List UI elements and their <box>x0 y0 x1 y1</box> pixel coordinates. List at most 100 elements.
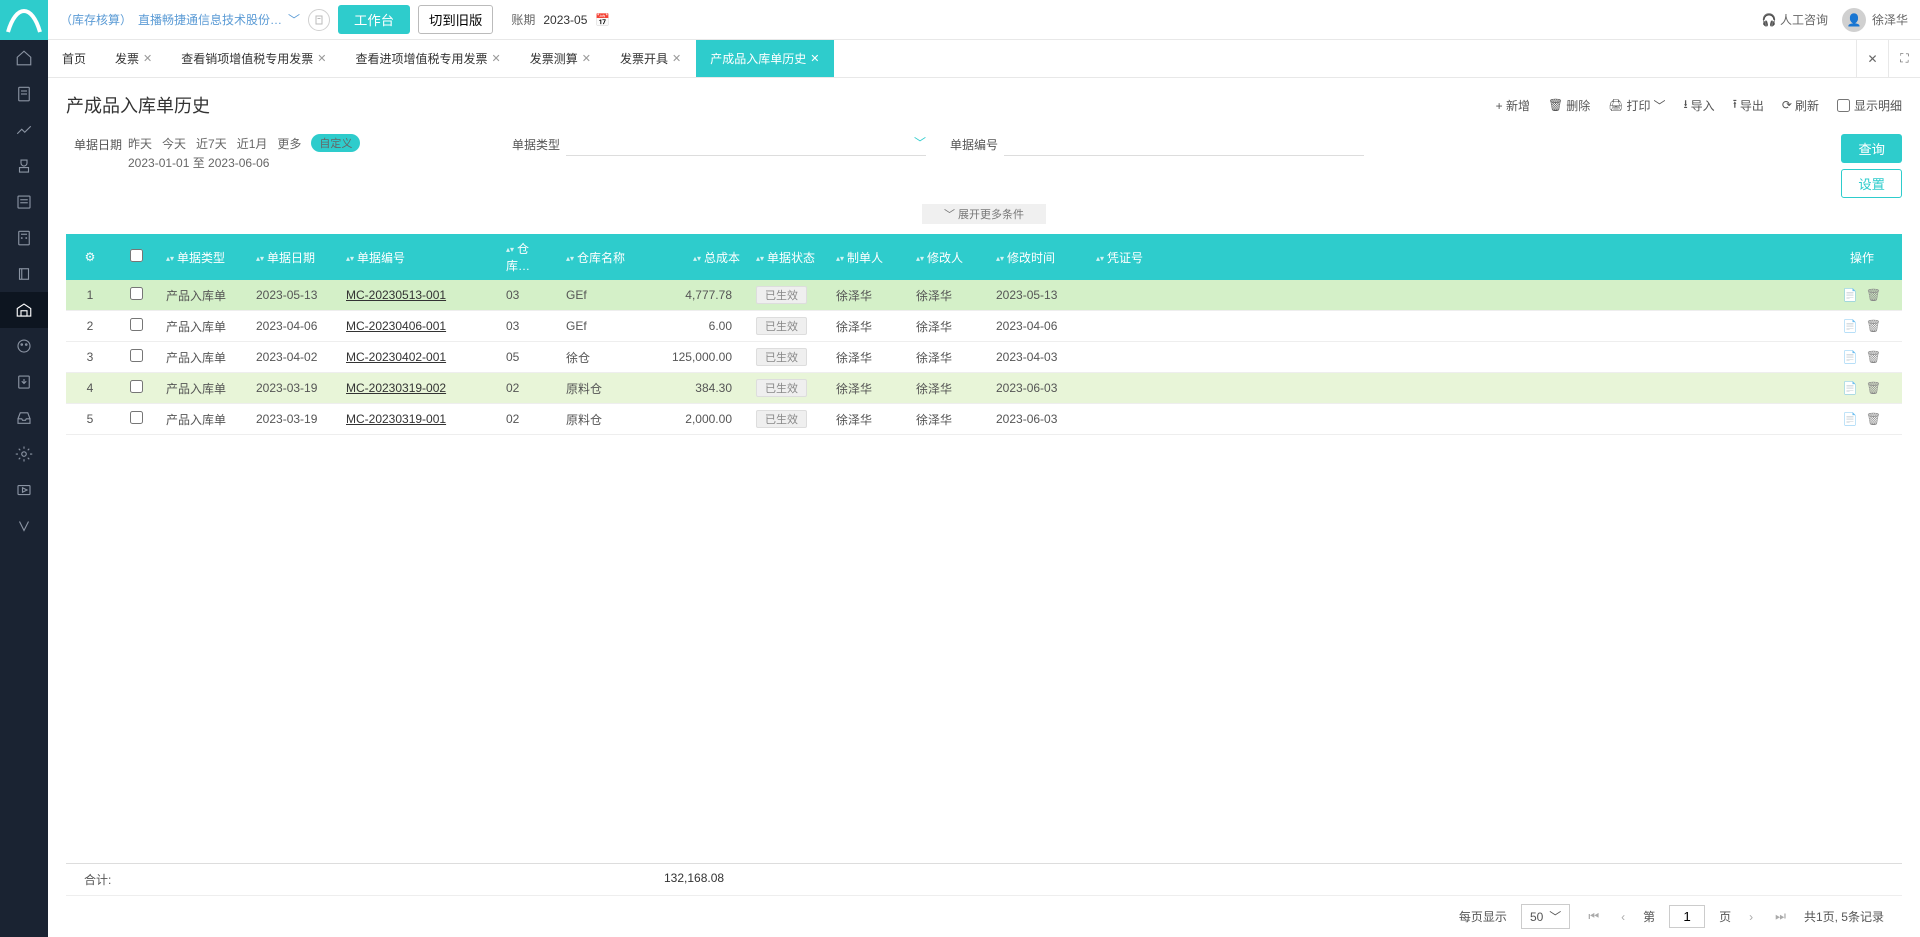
table-row[interactable]: 5产品入库单2023-03-19MC-20230319-00102原料仓2,00… <box>66 404 1902 435</box>
calendar-icon[interactable]: 📅 <box>595 13 610 27</box>
query-button[interactable]: 查询 <box>1841 134 1902 163</box>
last-page-button[interactable]: ⏭ <box>1771 909 1790 924</box>
cell-no[interactable]: MC-20230319-002 <box>338 373 498 404</box>
col-cost[interactable]: ▴▾总成本 <box>658 234 748 280</box>
fullscreen-button[interactable]: ⛶ <box>1888 40 1920 78</box>
nav-inbox-icon[interactable] <box>0 400 48 436</box>
view-icon[interactable]: 📄 <box>1843 412 1858 426</box>
row-checkbox[interactable] <box>114 311 158 342</box>
export-button[interactable]: ⭱ 导出 <box>1733 95 1764 116</box>
col-wh[interactable]: ▴▾仓库… <box>498 234 558 280</box>
org-selector[interactable]: （库存核算） 直播畅捷通信息技术股份… ﹀ <box>60 11 300 28</box>
tab[interactable]: 发票✕ <box>101 40 167 77</box>
delete-icon[interactable]: 🗑 <box>1866 350 1881 364</box>
col-status[interactable]: ▴▾单据状态 <box>748 234 828 280</box>
tab[interactable]: 产成品入库单历史✕ <box>696 40 834 77</box>
delete-icon[interactable]: 🗑 <box>1866 381 1881 395</box>
view-icon[interactable]: 📄 <box>1843 381 1858 395</box>
cell-no[interactable]: MC-20230402-001 <box>338 342 498 373</box>
delete-icon[interactable]: 🗑 <box>1866 288 1881 302</box>
shortcut-more[interactable]: 更多 <box>277 135 301 152</box>
view-icon[interactable]: 📄 <box>1843 350 1858 364</box>
settings-button[interactable]: 设置 <box>1841 169 1902 198</box>
show-detail-checkbox[interactable]: 显示明细 <box>1837 97 1902 114</box>
no-input[interactable] <box>1004 134 1364 156</box>
tab[interactable]: 查看进项增值税专用发票✕ <box>341 40 515 77</box>
col-modifier[interactable]: ▴▾修改人 <box>908 234 988 280</box>
nav-v-icon[interactable] <box>0 508 48 544</box>
col-whn[interactable]: ▴▾仓库名称 <box>558 234 658 280</box>
row-checkbox[interactable] <box>114 373 158 404</box>
refresh-button[interactable]: ⟳ 刷新 <box>1782 97 1819 114</box>
logo[interactable] <box>0 0 48 40</box>
shortcut-today[interactable]: 今天 <box>162 135 186 152</box>
tab[interactable]: 首页 <box>48 40 101 77</box>
cell-no[interactable]: MC-20230513-001 <box>338 280 498 311</box>
cell-mtime: 2023-06-03 <box>988 373 1088 404</box>
page-size-select[interactable]: 50﹀ <box>1521 904 1570 929</box>
nav-warehouse-icon[interactable] <box>0 292 48 328</box>
nav-doc-icon[interactable] <box>0 76 48 112</box>
col-check-all[interactable] <box>114 234 158 280</box>
tab[interactable]: 发票开具✕ <box>606 40 696 77</box>
col-date[interactable]: ▴▾单据日期 <box>248 234 338 280</box>
nav-video-icon[interactable] <box>0 472 48 508</box>
nav-settings-icon[interactable] <box>0 436 48 472</box>
close-icon[interactable]: ✕ <box>317 52 326 65</box>
shortcut-1m[interactable]: 近1月 <box>237 135 268 152</box>
view-icon[interactable]: 📄 <box>1843 319 1858 333</box>
row-checkbox[interactable] <box>114 404 158 435</box>
delete-icon[interactable]: 🗑 <box>1866 412 1881 426</box>
tab-close-all[interactable]: ✕ <box>1856 40 1888 78</box>
workbench-button[interactable]: 工作台 <box>338 5 410 34</box>
note-icon[interactable] <box>308 9 330 31</box>
avatar-icon[interactable]: 👤 <box>1842 8 1866 32</box>
first-page-button[interactable]: ⏮ <box>1584 909 1603 924</box>
cell-no[interactable]: MC-20230319-001 <box>338 404 498 435</box>
shortcut-yesterday[interactable]: 昨天 <box>128 135 152 152</box>
table-row[interactable]: 4产品入库单2023-03-19MC-20230319-00202原料仓384.… <box>66 373 1902 404</box>
table-row[interactable]: 1产品入库单2023-05-13MC-20230513-00103GEf4,77… <box>66 280 1902 311</box>
cell-no[interactable]: MC-20230406-001 <box>338 311 498 342</box>
nav-palette-icon[interactable] <box>0 328 48 364</box>
add-button[interactable]: + 新增 <box>1496 97 1530 114</box>
nav-money-icon[interactable] <box>0 148 48 184</box>
prev-page-button[interactable]: ‹ <box>1617 910 1629 924</box>
page-input[interactable] <box>1669 905 1705 928</box>
tab[interactable]: 发票测算✕ <box>516 40 606 77</box>
expand-filters-button[interactable]: ﹀ 展开更多条件 <box>922 204 1046 224</box>
delete-icon[interactable]: 🗑 <box>1866 319 1881 333</box>
row-checkbox[interactable] <box>114 280 158 311</box>
type-select[interactable]: ﹀ <box>566 134 926 156</box>
nav-chart-icon[interactable] <box>0 112 48 148</box>
nav-calc-icon[interactable] <box>0 220 48 256</box>
col-type[interactable]: ▴▾单据类型 <box>158 234 248 280</box>
view-icon[interactable]: 📄 <box>1843 288 1858 302</box>
close-icon[interactable]: ✕ <box>143 52 152 65</box>
print-button[interactable]: 🖨 打印 ﹀ <box>1608 97 1665 114</box>
row-checkbox[interactable] <box>114 342 158 373</box>
nav-export-icon[interactable] <box>0 364 48 400</box>
close-icon[interactable]: ✕ <box>672 52 681 65</box>
close-icon[interactable]: ✕ <box>492 52 501 65</box>
close-icon[interactable]: ✕ <box>582 52 591 65</box>
next-page-button[interactable]: › <box>1745 910 1757 924</box>
col-gear[interactable]: ⚙ <box>66 234 114 280</box>
import-button[interactable]: ⭳ 导入 <box>1683 95 1714 116</box>
col-mtime[interactable]: ▴▾修改时间 <box>988 234 1088 280</box>
old-version-button[interactable]: 切到旧版 <box>418 5 493 34</box>
tab[interactable]: 查看销项增值税专用发票✕ <box>167 40 341 77</box>
nav-home-icon[interactable] <box>0 40 48 76</box>
col-no[interactable]: ▴▾单据编号 <box>338 234 498 280</box>
table-row[interactable]: 2产品入库单2023-04-06MC-20230406-00103GEf6.00… <box>66 311 1902 342</box>
delete-button[interactable]: 🗑 删除 <box>1548 97 1590 114</box>
nav-list-icon[interactable] <box>0 184 48 220</box>
shortcut-7d[interactable]: 近7天 <box>196 135 227 152</box>
col-voucher[interactable]: ▴▾凭证号 <box>1088 234 1822 280</box>
close-icon[interactable]: ✕ <box>810 52 819 65</box>
col-maker[interactable]: ▴▾制单人 <box>828 234 908 280</box>
table-row[interactable]: 3产品入库单2023-04-02MC-20230402-00105徐仓125,0… <box>66 342 1902 373</box>
help-link[interactable]: 🎧 人工咨询 <box>1762 11 1828 28</box>
custom-chip[interactable]: 自定义 <box>311 134 360 152</box>
nav-tag-icon[interactable] <box>0 256 48 292</box>
